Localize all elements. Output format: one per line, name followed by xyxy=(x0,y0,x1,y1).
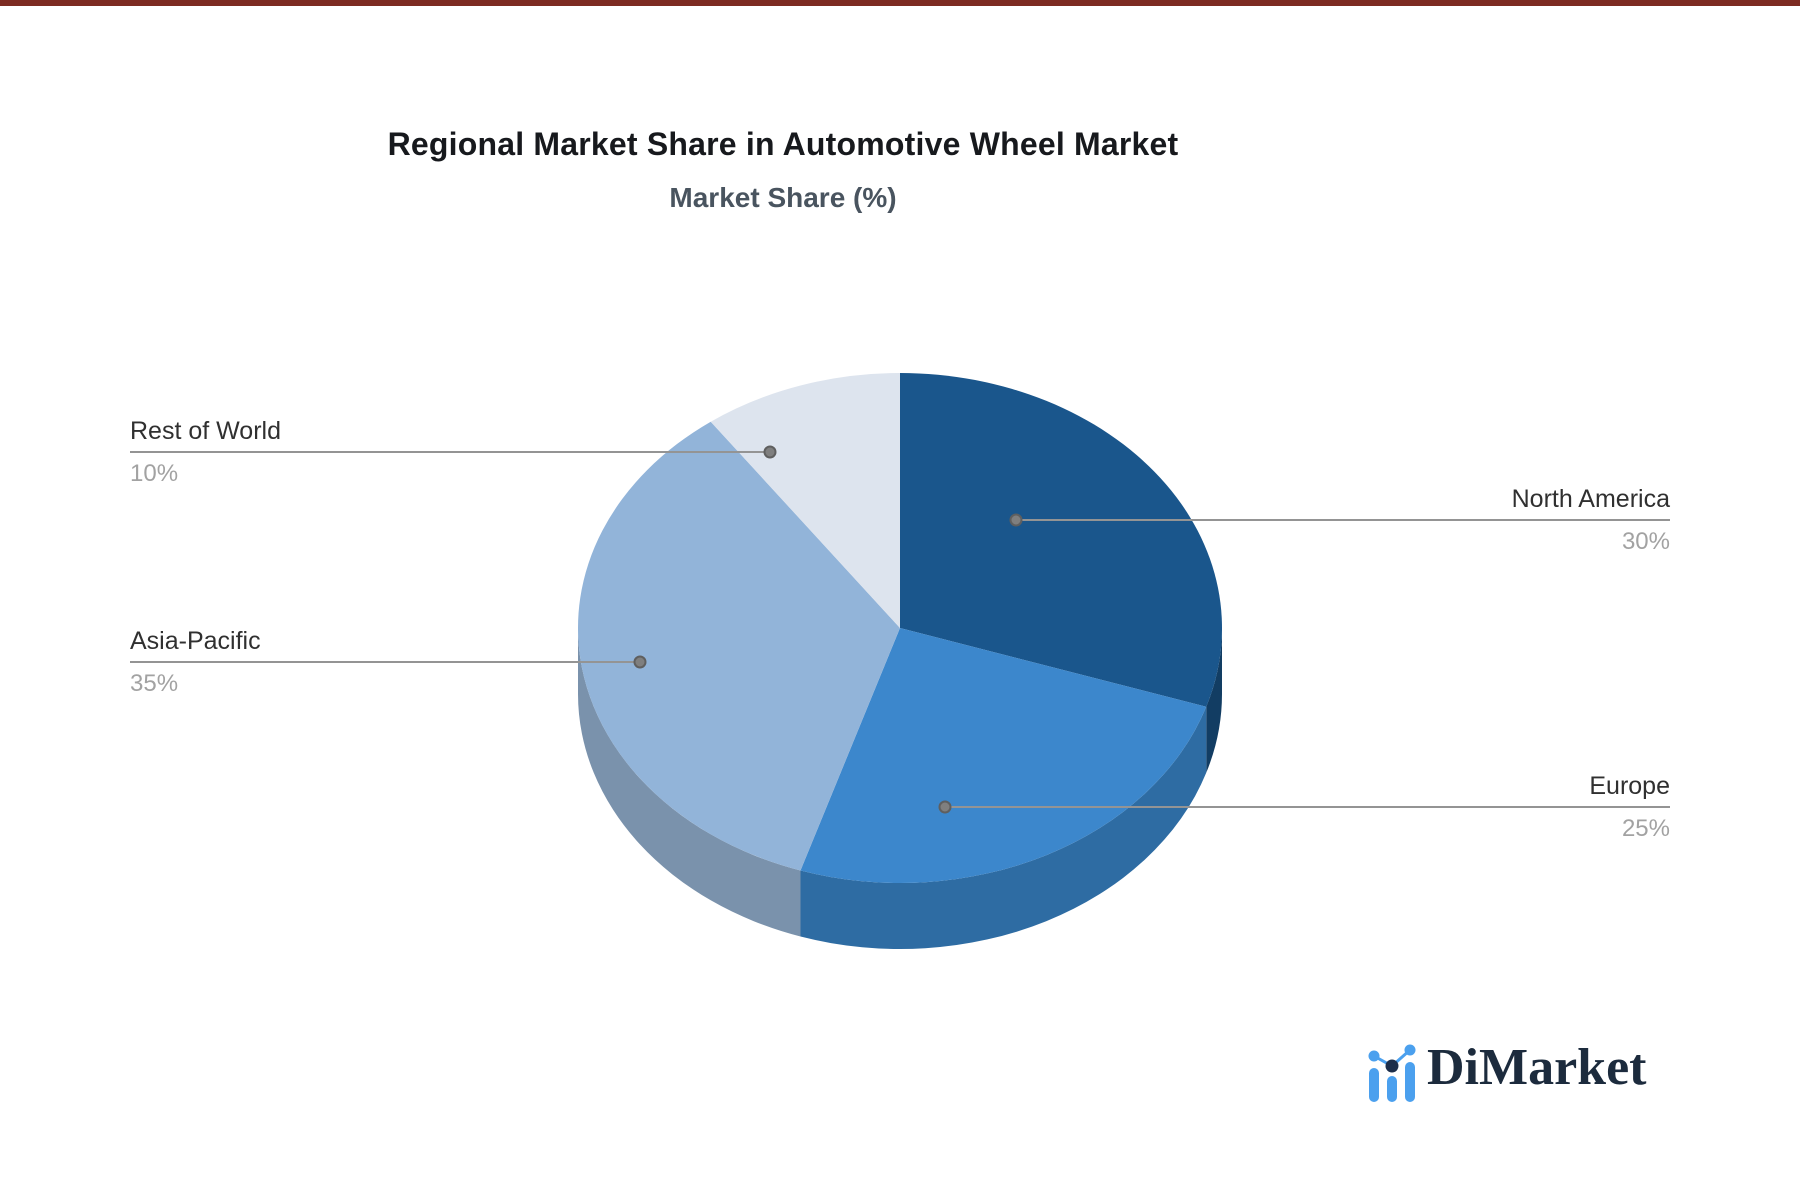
bar-line-chart-icon xyxy=(1368,1044,1416,1102)
leader-dot-europe xyxy=(938,800,952,814)
callout-label-rest-of-world: Rest of World xyxy=(130,417,281,445)
pie-slice-asia-pacific xyxy=(577,421,900,871)
callout-value-north-america: 30% xyxy=(1621,528,1670,555)
chart-title: Regional Market Share in Automotive Whee… xyxy=(387,126,1179,162)
callout-value-rest-of-world: 10% xyxy=(130,460,179,487)
callout-value-europe: 25% xyxy=(1621,815,1670,842)
callout-value-asia-pacific: 35% xyxy=(130,670,179,697)
brand-logo-text: DiMarket xyxy=(1427,1039,1647,1096)
pie-slice-side-europe xyxy=(800,706,1207,949)
chart-subtitle: Market Share (%) xyxy=(669,182,897,213)
leader-dot-north-america xyxy=(1009,513,1023,527)
leader-dot-rest-of-world xyxy=(763,445,777,459)
pie-slice-rest-of-world xyxy=(710,373,900,628)
pie-slice-side-asia-pacific xyxy=(578,628,801,937)
callout-label-asia-pacific: Asia-Pacific xyxy=(130,627,261,655)
callout-label-europe: Europe xyxy=(1589,772,1670,800)
leader-dot-asia-pacific xyxy=(633,655,647,669)
pie-slice-north-america xyxy=(900,373,1223,707)
pie-slice-europe xyxy=(800,628,1207,883)
callout-label-north-america: North America xyxy=(1511,485,1670,513)
brand-logo: DiMarket xyxy=(1366,1036,1646,1106)
top-border xyxy=(0,0,1800,6)
pie-slice-side-north-america xyxy=(1206,628,1222,773)
